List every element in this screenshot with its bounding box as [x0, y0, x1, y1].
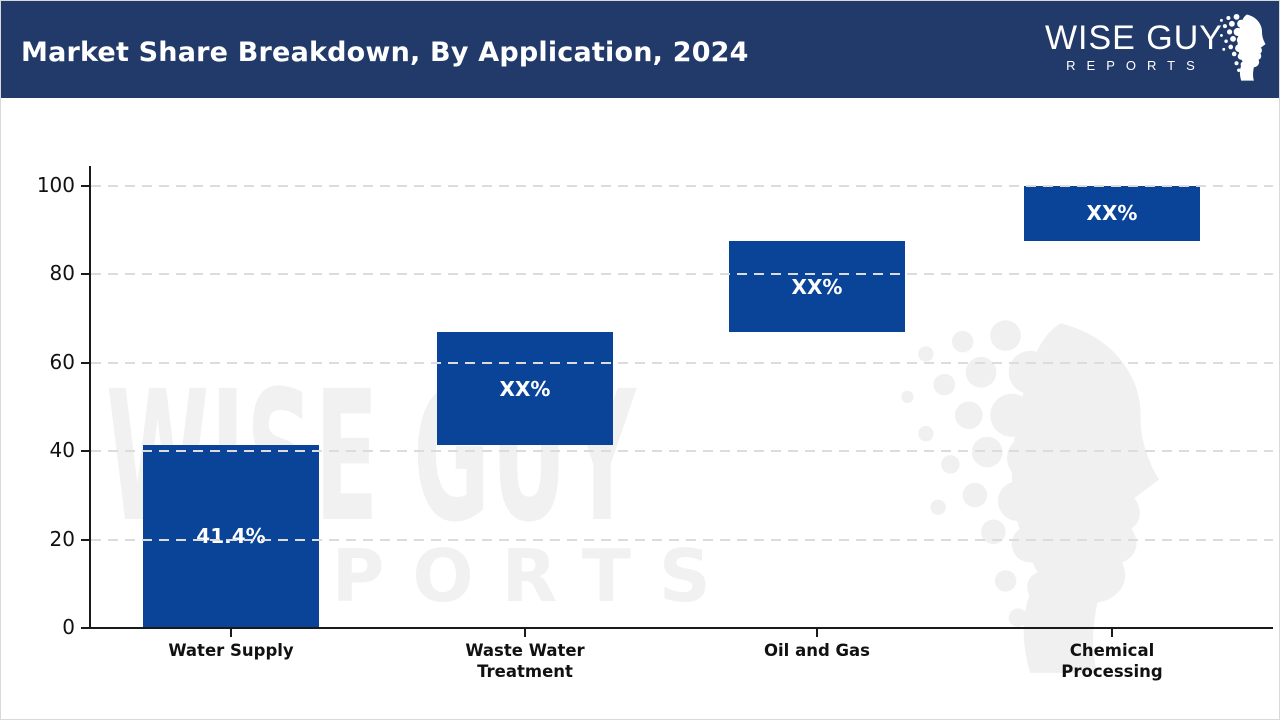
y-tick-mark-0 [81, 627, 89, 629]
plot-area: WISE GUY REPORTS 0 20 40 60 80 100 41.4% Water … [1, 98, 1279, 719]
bar-value-label: 41.4% [196, 524, 266, 549]
wise-guy-logo: WISE GUY REPORTS [1045, 7, 1269, 87]
bar-chemical-processing: XX% [1024, 186, 1200, 241]
y-axis-tick-label: 100 [36, 173, 75, 197]
bar-water-supply: 41.4% [143, 445, 319, 628]
bar-value-label: XX% [1086, 201, 1138, 226]
y-axis-line [89, 166, 91, 628]
bar-waste-water-treatment: XX% [437, 332, 613, 445]
x-tick-mark-oil-and-gas [816, 629, 818, 637]
gridline-20 [91, 538, 1273, 541]
x-tick-mark-chemical-processing [1111, 629, 1113, 637]
y-tick-mark-20 [81, 538, 89, 541]
x-axis-line [86, 627, 1273, 629]
bar-value-label: XX% [499, 376, 551, 401]
x-tick-mark-waste-water-treatment [524, 629, 526, 637]
x-axis-label-line: Water Supply [168, 641, 294, 660]
logo-face-icon [1211, 7, 1269, 87]
x-axis-label-water-supply: Water Supply [111, 640, 351, 661]
x-tick-mark-water-supply [230, 629, 232, 637]
x-axis-label-line: Processing [1061, 662, 1163, 682]
y-axis-tick-label: 40 [49, 438, 75, 463]
watermark-face-icon [869, 311, 1179, 679]
x-axis-label-line: Oil and Gas [763, 641, 871, 660]
gridline-60 [91, 361, 1273, 364]
gridline-80 [91, 273, 1273, 276]
x-axis-label-oil-and-gas: Oil and Gas [697, 640, 937, 661]
logo-reports-text: REPORTS [1066, 58, 1206, 74]
x-axis-label-line: Waste Water [465, 641, 585, 660]
logo-text: WISE GUY REPORTS [1044, 18, 1223, 74]
y-axis-tick-label: 60 [49, 349, 75, 374]
gridline-100 [91, 185, 1273, 187]
y-axis-tick-label: 0 [62, 615, 75, 639]
y-axis-tick-label: 80 [49, 261, 75, 286]
logo-wordmark: WISE GUY [1044, 18, 1223, 57]
gridline-40 [91, 450, 1273, 453]
x-axis-label-line: Treatment [477, 662, 573, 682]
y-tick-mark-40 [81, 450, 89, 453]
bar-value-label: XX% [791, 274, 843, 299]
y-tick-mark-60 [81, 361, 89, 364]
x-axis-label-line: Chemical [1069, 641, 1155, 660]
y-tick-mark-100 [81, 185, 89, 187]
y-axis-tick-label: 20 [49, 526, 75, 551]
header-bar: Market Share Breakdown, By Application, … [1, 1, 1279, 98]
bar-oil-and-gas: XX% [729, 240, 905, 333]
x-axis-label-chemical-processing: Chemical Processing [992, 640, 1232, 682]
x-axis-label-waste-water-treatment: Waste Water Treatment [405, 640, 645, 682]
chart-title: Market Share Breakdown, By Application, … [21, 37, 749, 68]
y-tick-mark-80 [81, 273, 89, 276]
